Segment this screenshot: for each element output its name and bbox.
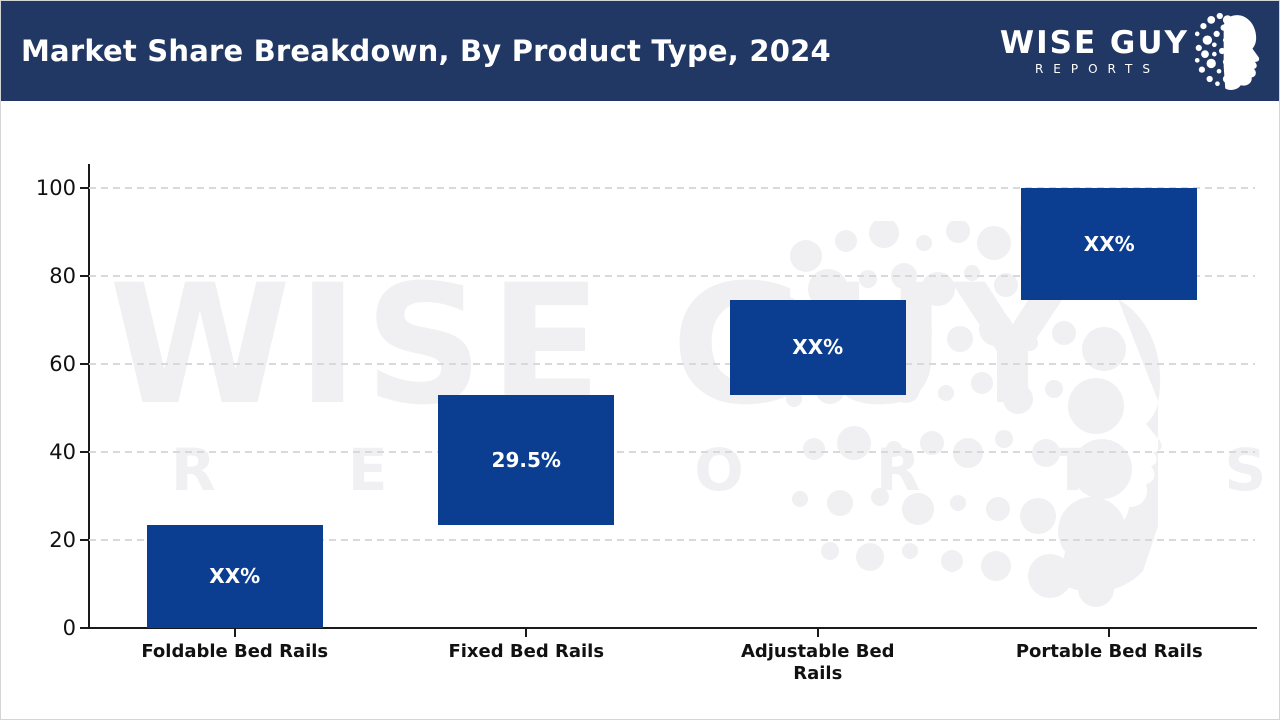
y-tick-mark <box>80 187 88 189</box>
y-tick-mark <box>80 451 88 453</box>
x-axis-line <box>88 627 1257 629</box>
gridline <box>89 451 1255 453</box>
bar-value-label: 29.5% <box>491 447 561 472</box>
y-tick-mark <box>80 539 88 541</box>
x-category-label: Adjustable Bed Rails <box>740 641 895 684</box>
gridline <box>89 539 1255 541</box>
brand-logo: WISE GUY REPORTS <box>1000 9 1261 93</box>
bar-segment: 29.5% <box>438 394 615 525</box>
y-tick-label: 80 <box>49 264 76 288</box>
x-category-label: Fixed Bed Rails <box>448 641 605 662</box>
gridline <box>89 187 1255 189</box>
brand-name: WISE GUY <box>999 24 1189 61</box>
bar-value-label: XX% <box>792 335 844 360</box>
x-tick-mark <box>1108 629 1111 637</box>
chart-title: Market Share Breakdown, By Product Type,… <box>21 34 831 68</box>
x-category-label: Portable Bed Rails <box>1015 641 1203 662</box>
x-category-label: Foldable Bed Rails <box>141 641 329 662</box>
x-tick-mark <box>816 629 819 637</box>
y-tick-label: 20 <box>49 528 76 552</box>
gridline <box>89 363 1255 365</box>
y-tick-mark <box>80 275 88 277</box>
header-bar: Market Share Breakdown, By Product Type,… <box>1 1 1279 101</box>
brand-logo-text: WISE GUY REPORTS <box>1000 26 1189 76</box>
brand-subname: REPORTS <box>1034 62 1160 77</box>
bar-segment: XX% <box>146 524 323 628</box>
y-tick-mark <box>80 363 88 365</box>
x-tick-mark <box>525 629 528 637</box>
y-tick-label: 0 <box>62 616 76 640</box>
brand-head-icon <box>1194 12 1260 90</box>
y-axis-line <box>88 164 90 629</box>
y-tick-label: 40 <box>49 440 76 464</box>
x-tick-mark <box>233 629 236 637</box>
bar-segment: XX% <box>729 300 906 395</box>
y-tick-mark <box>80 627 88 629</box>
bar-value-label: XX% <box>209 564 261 589</box>
bar-segment: XX% <box>1021 188 1198 301</box>
y-tick-label: 100 <box>35 176 76 200</box>
y-tick-label: 60 <box>49 352 76 376</box>
gridline <box>89 275 1255 277</box>
bar-value-label: XX% <box>1083 232 1135 257</box>
